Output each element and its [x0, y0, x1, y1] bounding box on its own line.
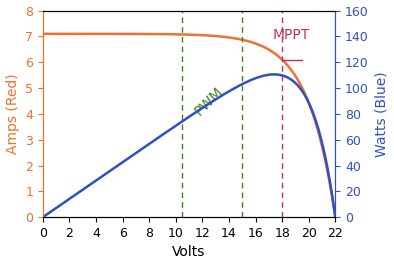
X-axis label: Volts: Volts — [173, 245, 206, 259]
Text: MPPT: MPPT — [273, 28, 310, 42]
Y-axis label: Amps (Red): Amps (Red) — [6, 74, 20, 154]
Y-axis label: Watts (Blue): Watts (Blue) — [374, 71, 388, 157]
Text: PWM: PWM — [192, 84, 226, 118]
